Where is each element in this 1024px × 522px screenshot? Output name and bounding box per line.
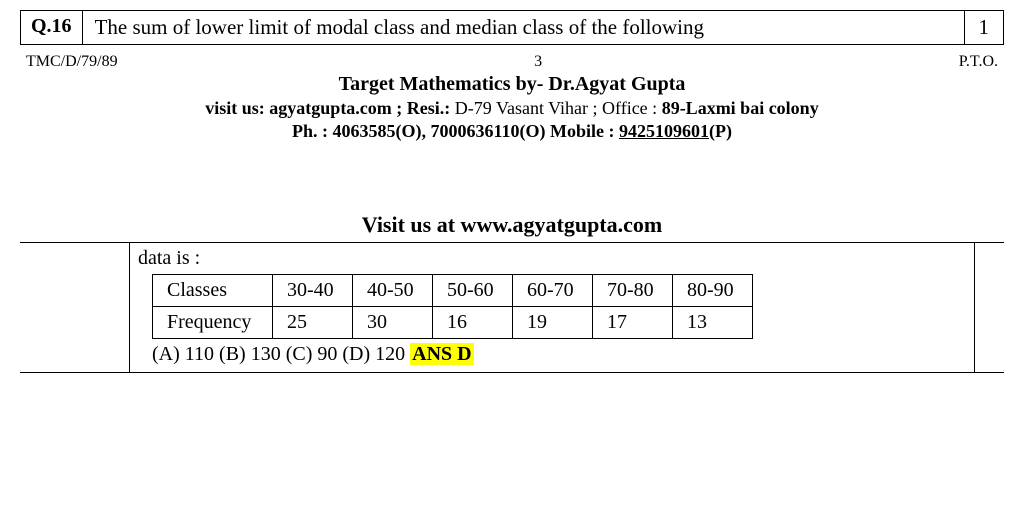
table-row: Frequency 25 30 16 19 17 13 [153,307,753,339]
office-value: 89-Laxmi bai colony [662,98,819,118]
left-gutter [20,243,130,372]
resi-value: D-79 Vasant Vihar ; [455,98,598,118]
page-number: 3 [118,53,959,71]
credit-address: visit us: agyatgupta.com ; Resi.: D-79 V… [20,98,1004,119]
visit-heading: Visit us at www.agyatgupta.com [20,212,1004,238]
credit-site: agyatgupta.com ; [269,98,402,118]
data-intro: data is : [138,247,966,270]
table-cell: 19 [513,307,593,339]
credit-title: Target Mathematics by- Dr.Agyat Gupta [20,73,1004,96]
question-number: Q.16 [21,11,83,44]
mobile-label: Mobile : [550,121,615,141]
table-cell: 30-40 [273,275,353,307]
row-label-classes: Classes [153,275,273,307]
answer-highlight: ANS D [410,343,473,365]
ph-label: Ph. : [292,121,328,141]
table-cell: 40-50 [353,275,433,307]
visit-label: visit us: [205,98,265,118]
mobile-number: 9425109601 [619,121,709,141]
option-a: (A) 110 [152,343,214,365]
answer-options: (A) 110 (B) 130 (C) 90 (D) 120 ANS D [152,343,966,366]
ph-values: 4063585(O), 7000636110(O) [333,121,546,141]
right-gutter [974,243,1004,372]
mobile-suffix: (P) [709,121,732,141]
question-header: Q.16 The sum of lower limit of modal cla… [20,10,1004,45]
table-cell: 25 [273,307,353,339]
pto-label: P.T.O. [959,53,998,71]
table-cell: 60-70 [513,275,593,307]
option-c: (C) 90 [286,343,338,365]
table-cell: 50-60 [433,275,513,307]
table-cell: 13 [673,307,753,339]
data-body: data is : Classes 30-40 40-50 50-60 60-7… [130,243,974,372]
question-text: The sum of lower limit of modal class an… [83,11,964,44]
option-b: (B) 130 [219,343,281,365]
data-section: data is : Classes 30-40 40-50 50-60 60-7… [20,242,1004,373]
frequency-table: Classes 30-40 40-50 50-60 60-70 70-80 80… [152,274,753,339]
table-cell: 17 [593,307,673,339]
credit-phone: Ph. : 4063585(O), 7000636110(O) Mobile :… [20,121,1004,142]
table-cell: 30 [353,307,433,339]
row-label-frequency: Frequency [153,307,273,339]
option-d: (D) 120 [342,343,405,365]
table-cell: 70-80 [593,275,673,307]
credit-block: Target Mathematics by- Dr.Agyat Gupta vi… [20,73,1004,142]
doc-reference: TMC/D/79/89 [26,53,118,71]
table-row: Classes 30-40 40-50 50-60 60-70 70-80 80… [153,275,753,307]
table-cell: 80-90 [673,275,753,307]
table-cell: 16 [433,307,513,339]
question-marks: 1 [964,11,1004,44]
page-meta: TMC/D/79/89 3 P.T.O. [20,53,1004,71]
office-label: Office : [602,98,657,118]
resi-label: Resi.: [407,98,451,118]
